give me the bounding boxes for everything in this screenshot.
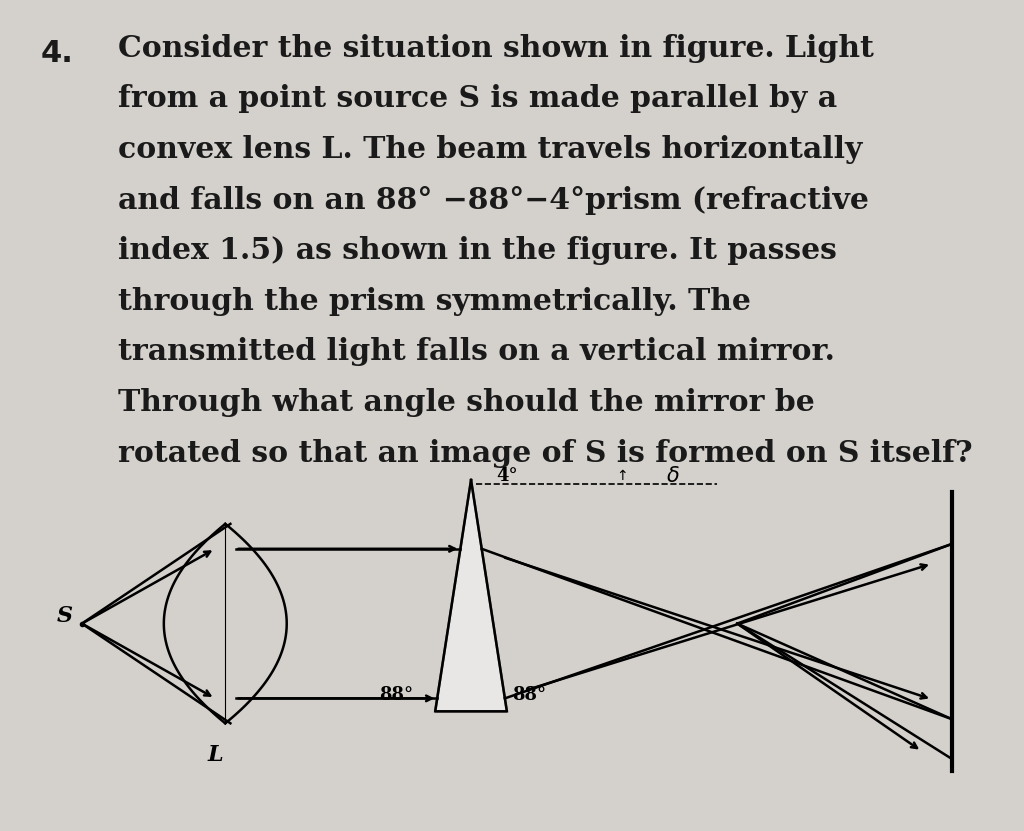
Text: 88°: 88° bbox=[512, 686, 546, 705]
Text: rotated so that an image of S is formed on S itself?: rotated so that an image of S is formed … bbox=[118, 439, 973, 468]
Text: $\delta$: $\delta$ bbox=[666, 466, 679, 486]
Text: 88°: 88° bbox=[379, 686, 413, 705]
Text: index 1.5) as shown in the figure. It passes: index 1.5) as shown in the figure. It pa… bbox=[118, 236, 837, 265]
Text: through the prism symmetrically. The: through the prism symmetrically. The bbox=[118, 287, 751, 316]
Polygon shape bbox=[435, 480, 507, 711]
Text: from a point source S is made parallel by a: from a point source S is made parallel b… bbox=[118, 84, 837, 113]
Text: 4°: 4° bbox=[497, 467, 518, 485]
Text: transmitted light falls on a vertical mirror.: transmitted light falls on a vertical mi… bbox=[118, 337, 835, 366]
Text: convex lens L. The beam travels horizontally: convex lens L. The beam travels horizont… bbox=[118, 135, 862, 164]
Text: 4.: 4. bbox=[41, 38, 74, 67]
Text: $\uparrow$: $\uparrow$ bbox=[614, 469, 628, 484]
Text: L: L bbox=[207, 745, 223, 766]
Text: and falls on an 88° −88°−4°prism (refractive: and falls on an 88° −88°−4°prism (refrac… bbox=[118, 185, 868, 214]
Text: Through what angle should the mirror be: Through what angle should the mirror be bbox=[118, 388, 814, 417]
Text: Consider the situation shown in figure. Light: Consider the situation shown in figure. … bbox=[118, 34, 873, 62]
Text: S: S bbox=[56, 605, 73, 627]
